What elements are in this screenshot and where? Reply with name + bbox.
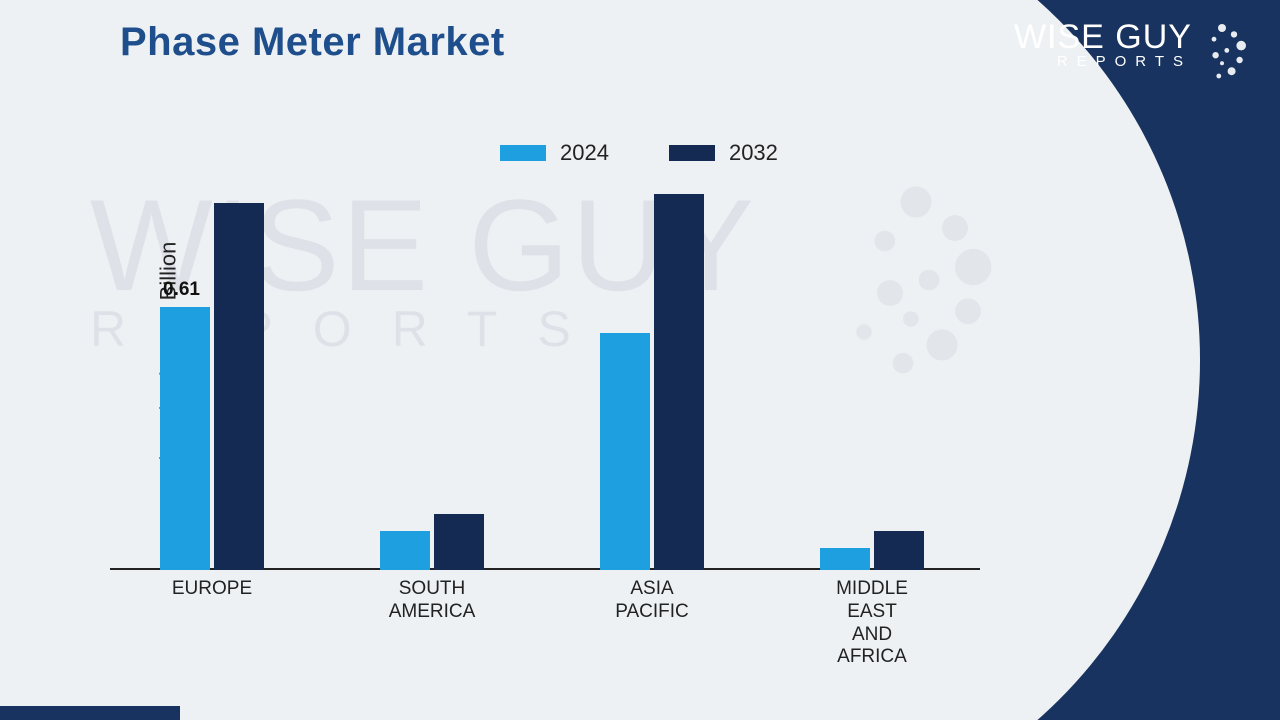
legend-item-2032: 2032 bbox=[669, 140, 778, 166]
bar-2024 bbox=[380, 531, 430, 570]
bar-value-label: 0.61 bbox=[163, 279, 200, 301]
legend-swatch-2032 bbox=[669, 145, 715, 161]
x-axis-category-label: MIDDLEEASTANDAFRICA bbox=[792, 578, 952, 669]
bar-group: ASIAPACIFIC bbox=[600, 194, 704, 570]
bar-group: 0.61EUROPE bbox=[160, 203, 264, 570]
brand-logo: WISE GUY REPORTS bbox=[1014, 18, 1250, 70]
page-root: WISE GUY REPORTS Phase Meter Market WISE… bbox=[0, 0, 1280, 720]
bar-group: MIDDLEEASTANDAFRICA bbox=[820, 531, 924, 570]
logo-line1: WISE GUY bbox=[1014, 18, 1192, 57]
legend: 2024 2032 bbox=[500, 140, 778, 166]
bar-2032 bbox=[654, 194, 704, 570]
bar-2024 bbox=[600, 333, 650, 571]
x-axis-category-label: EUROPE bbox=[132, 578, 292, 601]
legend-label-2024: 2024 bbox=[560, 140, 609, 166]
bar-2032 bbox=[874, 531, 924, 570]
x-axis-category-label: SOUTHAMERICA bbox=[352, 578, 512, 624]
chart-title: Phase Meter Market bbox=[120, 20, 505, 65]
legend-label-2032: 2032 bbox=[729, 140, 778, 166]
bar-group: SOUTHAMERICA bbox=[380, 514, 484, 570]
bar-2024 bbox=[160, 307, 210, 570]
plot-area: 0.61EUROPE SOUTHAMERICA ASIAPACIFIC MIDDLEE… bbox=[110, 190, 980, 570]
x-axis-category-label: ASIAPACIFIC bbox=[572, 578, 732, 624]
bar-2032 bbox=[214, 203, 264, 570]
legend-item-2024: 2024 bbox=[500, 140, 609, 166]
accent-bar bbox=[0, 706, 180, 720]
legend-swatch-2024 bbox=[500, 145, 546, 161]
bar-2024 bbox=[820, 548, 870, 570]
bar-2032 bbox=[434, 514, 484, 570]
